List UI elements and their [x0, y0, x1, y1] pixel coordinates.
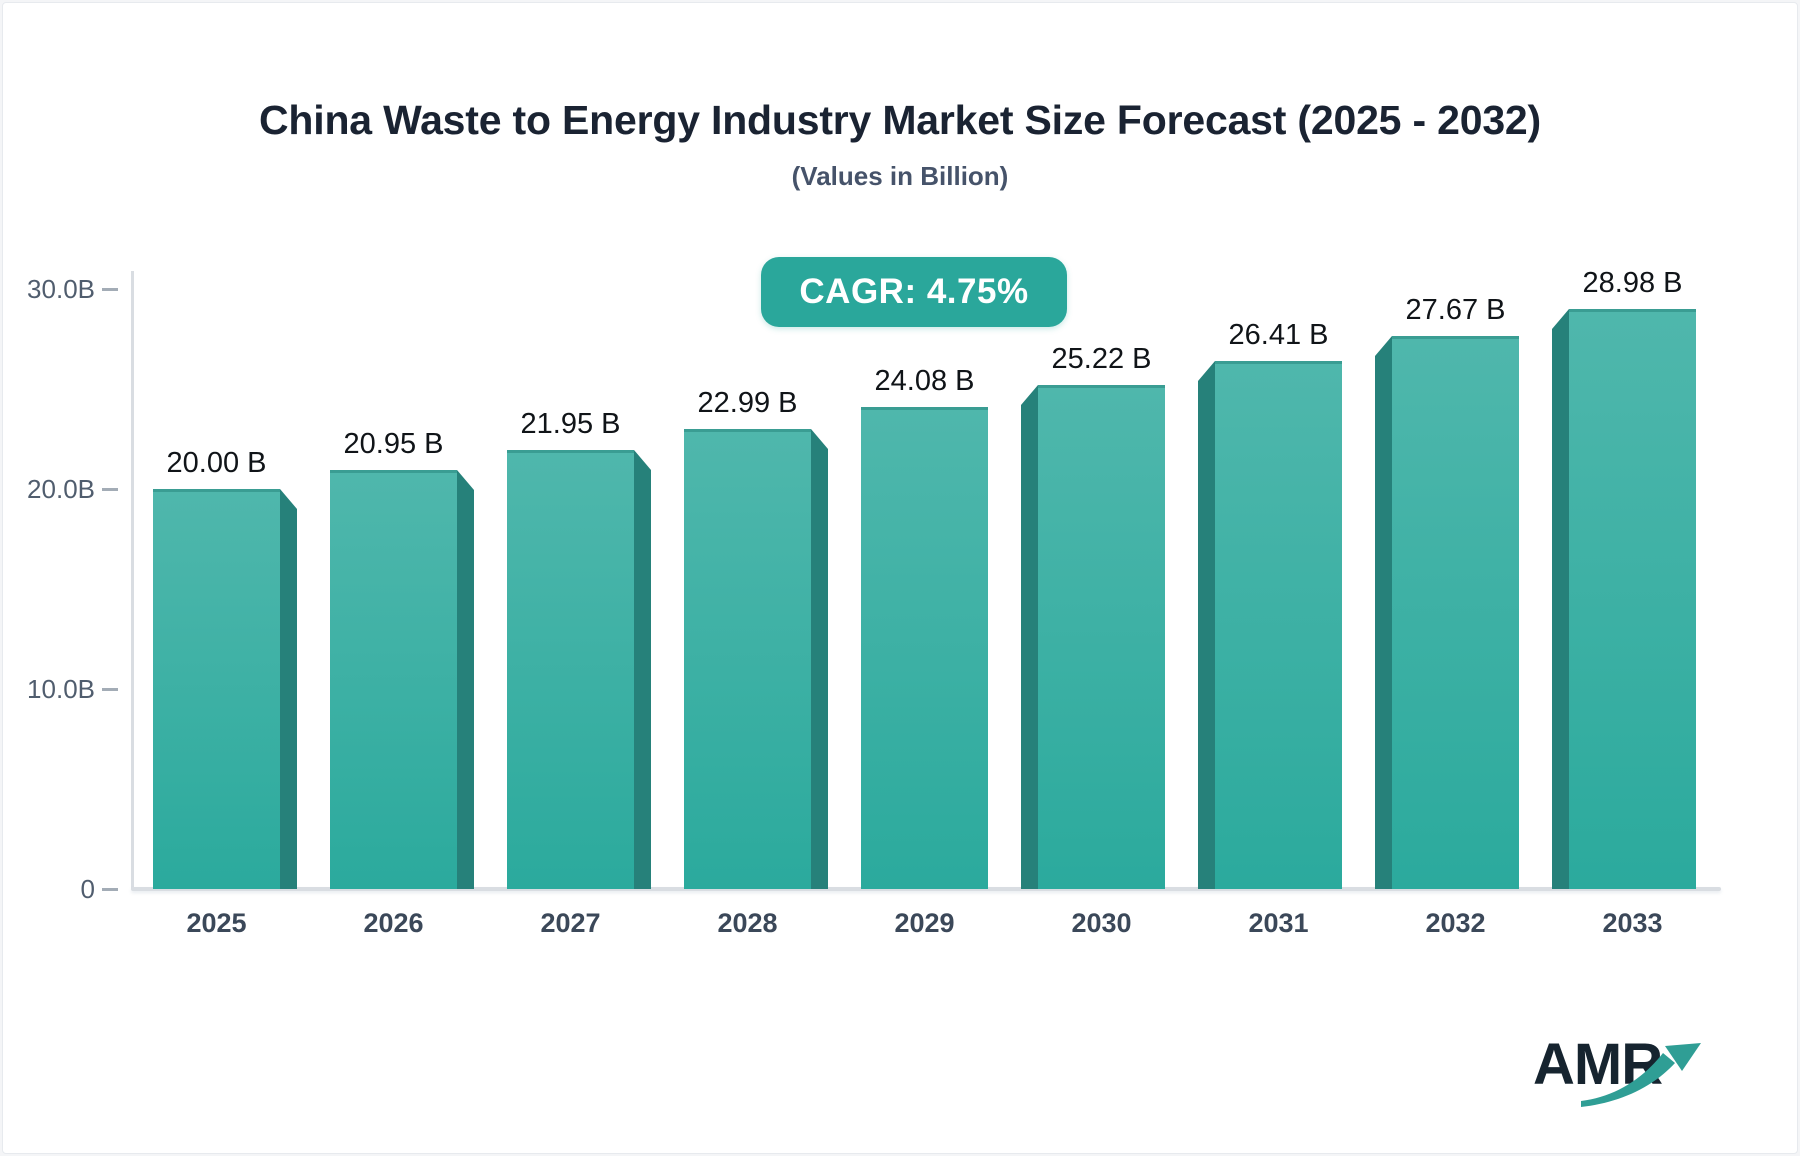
chart-title: China Waste to Energy Industry Market Si… — [259, 97, 1541, 143]
amr-logo: AMR — [1533, 1031, 1719, 1117]
x-axis-line — [131, 887, 1721, 891]
x-axis-label-2031: 2031 — [1248, 908, 1309, 938]
y-tick-mark — [102, 288, 118, 291]
x-axis-label-2026: 2026 — [363, 908, 424, 938]
bar-2029 — [861, 407, 988, 889]
bar-value-label-2033: 28.98 B — [1582, 267, 1683, 299]
x-axis-label-2025: 2025 — [186, 908, 247, 938]
y-axis-tick-label: 20.0B — [27, 474, 95, 504]
bar-2031 — [1215, 361, 1342, 889]
bar-value-label-2030: 25.22 B — [1051, 343, 1152, 375]
bar-side-2032 — [1375, 336, 1392, 889]
bar-side-2030 — [1021, 385, 1038, 889]
bar-value-label-2032: 27.67 B — [1405, 294, 1506, 326]
bar-side-2026 — [457, 470, 474, 889]
y-tick-mark — [102, 488, 118, 491]
plot-area: 0 10.0B 20.0B 30.0B 20.00 B 2025 20.95 B 2026 21… — [3, 3, 1797, 1153]
bar-value-label-2028: 22.99 B — [697, 387, 798, 419]
bar-value-label-2031: 26.41 B — [1228, 319, 1329, 351]
y-axis-tick-label: 10.0B — [27, 674, 95, 704]
bar-2033 — [1569, 309, 1696, 889]
bar-2025 — [153, 489, 280, 889]
y-tick-mark — [102, 688, 118, 691]
bar-side-2027 — [634, 450, 651, 889]
chart-subtitle: (Values in Billion) — [791, 161, 1009, 191]
bar-2030 — [1038, 385, 1165, 889]
bar-value-label-2027: 21.95 B — [520, 408, 621, 440]
x-axis-label-2029: 2029 — [894, 908, 955, 938]
y-axis-line — [131, 271, 134, 889]
bar-2028 — [684, 429, 811, 889]
y-tick-mark — [102, 888, 118, 891]
growth-arrow-icon — [1581, 1043, 1701, 1107]
cagr-badge-row: CAGR: 4.75% — [3, 257, 1797, 327]
y-axis-tick-label: 0 — [80, 874, 95, 904]
bar-side-2033 — [1552, 309, 1569, 889]
bar-2027 — [507, 450, 634, 889]
bar-value-label-2026: 20.95 B — [343, 428, 444, 460]
bar-side-2028 — [811, 429, 828, 889]
x-axis-label-2030: 2030 — [1071, 908, 1132, 938]
y-axis-tick-label: 30.0B — [27, 274, 95, 304]
x-axis-label-2033: 2033 — [1602, 908, 1663, 938]
cagr-badge: CAGR: 4.75% — [761, 257, 1067, 327]
bar-side-2031 — [1198, 361, 1215, 889]
x-axis-label-2028: 2028 — [717, 908, 778, 938]
bar-2026 — [330, 470, 457, 889]
bar-side-2025 — [280, 489, 297, 889]
bar-2032 — [1392, 336, 1519, 889]
bar-value-label-2025: 20.00 B — [166, 447, 267, 479]
x-axis-label-2032: 2032 — [1425, 908, 1486, 938]
x-axis-label-2027: 2027 — [540, 908, 601, 938]
bar-value-label-2029: 24.08 B — [874, 365, 975, 397]
